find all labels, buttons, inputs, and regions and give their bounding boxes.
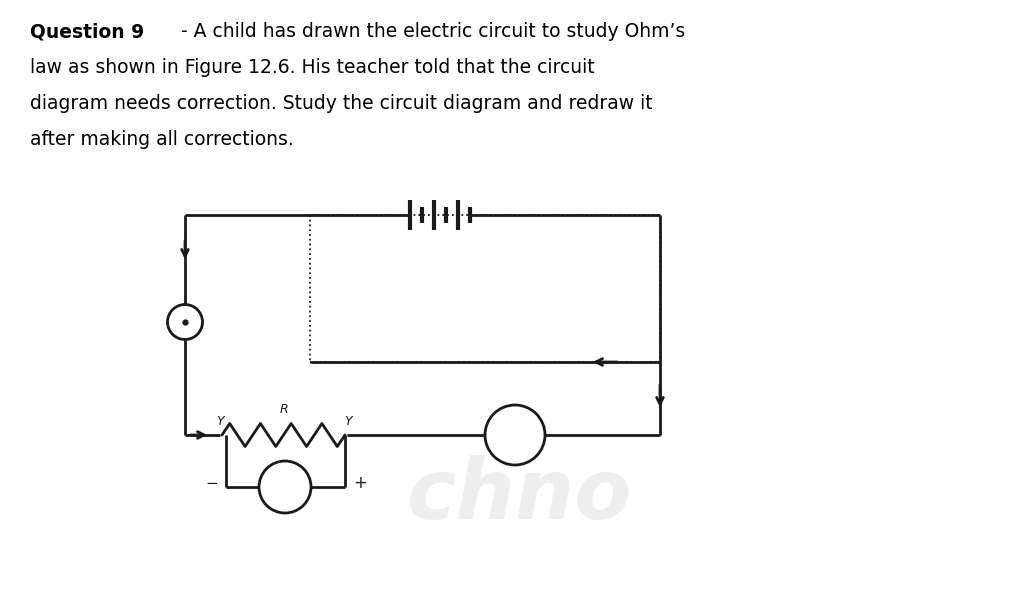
Text: −: − [205,475,218,491]
Bar [310,215,660,362]
Circle shape [259,461,311,513]
Circle shape [168,304,203,340]
Text: Y: Y [216,415,224,428]
Text: law as shown in Figure 12.6. His teacher told that the circuit: law as shown in Figure 12.6. His teacher… [30,58,595,77]
Text: V: V [510,428,520,442]
Text: Question 9: Question 9 [30,22,144,41]
Text: R: R [280,403,289,416]
Circle shape [485,405,545,465]
Text: diagram needs correction. Study the circuit diagram and redraw it: diagram needs correction. Study the circ… [30,94,652,113]
Text: chno: chno [408,455,633,535]
Text: after making all corrections.: after making all corrections. [30,130,294,149]
Text: A: A [280,480,291,494]
Text: - A child has drawn the electric circuit to study Ohm’s: - A child has drawn the electric circuit… [175,22,685,41]
Text: +: + [353,474,367,492]
Text: Y: Y [344,415,352,428]
